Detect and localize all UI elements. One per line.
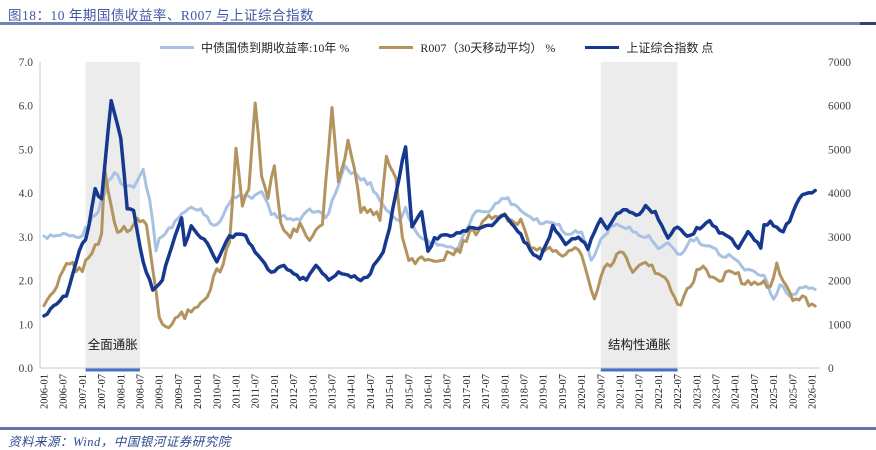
left-axis-label: 6.0 bbox=[19, 101, 34, 113]
x-tick-label: 2012-01 bbox=[270, 374, 281, 409]
x-tick-label: 2006-01 bbox=[40, 374, 51, 409]
x-tick-label: 2016-01 bbox=[424, 374, 435, 409]
x-tick-label: 2017-07 bbox=[481, 374, 492, 409]
right-axis-label: 0 bbox=[828, 363, 834, 375]
right-axis-label: 3000 bbox=[828, 232, 851, 244]
left-axis-label: 4.0 bbox=[19, 188, 34, 200]
x-tick-label: 2025-07 bbox=[788, 374, 799, 409]
x-tick-label: 2019-07 bbox=[558, 374, 569, 409]
series-line-2 bbox=[42, 98, 817, 318]
x-tick-label: 2025-01 bbox=[769, 374, 780, 409]
region-label-1: 结构性通胀 bbox=[608, 337, 671, 352]
left-axis-label: 0.0 bbox=[19, 363, 34, 375]
x-tick-label: 2011-01 bbox=[232, 374, 243, 409]
legend-item-r007: R007（30天移动平均） % bbox=[379, 39, 555, 56]
legend-label-10y-yield: 中债国债到期收益率:10年 % bbox=[201, 41, 350, 55]
series-line-1 bbox=[42, 101, 817, 330]
right-axis-label: 2000 bbox=[828, 276, 851, 288]
x-tick-label: 2018-07 bbox=[520, 374, 531, 409]
left-axis-label: 3.0 bbox=[19, 232, 34, 244]
right-axis-label: 5000 bbox=[828, 144, 851, 156]
x-tick-label: 2024-01 bbox=[731, 374, 742, 409]
right-axis-label: 7000 bbox=[828, 57, 851, 69]
legend-line-swatch-r007 bbox=[379, 46, 414, 49]
x-tick-label: 2021-07 bbox=[635, 374, 646, 409]
x-tick-label: 2014-01 bbox=[347, 374, 358, 409]
x-tick-label: 2008-07 bbox=[136, 374, 147, 409]
chart-legend: 中债国债到期收益率:10年 % R007（30天移动平均） % 上证综合指数 点 bbox=[160, 39, 713, 56]
x-tick-label: 2024-07 bbox=[750, 374, 761, 409]
figure-title: 图18：10 年期国债收益率、R007 与上证综合指数 bbox=[8, 8, 315, 23]
x-tick-label: 2020-07 bbox=[596, 374, 607, 409]
left-axis-label: 5.0 bbox=[19, 144, 34, 156]
x-tick-label: 2008-01 bbox=[116, 374, 127, 409]
left-axis-label: 2.0 bbox=[19, 276, 34, 288]
x-tick-label: 2016-07 bbox=[443, 374, 454, 409]
title-divider bbox=[0, 22, 876, 25]
left-axis-label: 7.0 bbox=[19, 57, 34, 69]
region-label-0: 全面通胀 bbox=[88, 337, 139, 352]
x-tick-label: 2013-07 bbox=[328, 374, 339, 409]
x-tick-label: 2023-01 bbox=[692, 374, 703, 409]
title-divider-end-cap bbox=[860, 22, 876, 25]
x-tick-label: 2015-01 bbox=[385, 374, 396, 409]
x-tick-label: 2022-07 bbox=[673, 374, 684, 409]
x-tick-label: 2017-01 bbox=[462, 374, 473, 409]
x-tick-label: 2010-07 bbox=[212, 374, 223, 409]
x-tick-label: 2012-07 bbox=[289, 374, 300, 409]
x-tick-label: 2009-01 bbox=[155, 374, 166, 409]
x-tick-label: 2007-07 bbox=[97, 374, 108, 409]
footer-divider bbox=[0, 427, 876, 430]
right-axis-label: 4000 bbox=[828, 188, 851, 200]
x-tick-label: 2009-07 bbox=[174, 374, 185, 409]
x-tick-label: 2006-07 bbox=[59, 374, 70, 409]
left-axis-label: 1.0 bbox=[19, 319, 34, 331]
x-tick-label: 2023-07 bbox=[712, 374, 723, 409]
x-tick-label: 2007-01 bbox=[78, 374, 89, 409]
x-tick-label: 2026-01 bbox=[808, 374, 819, 409]
region-underline-1 bbox=[600, 368, 678, 372]
right-axis-label: 1000 bbox=[828, 319, 851, 331]
x-tick-label: 2011-07 bbox=[251, 374, 262, 409]
x-tick-label: 2021-01 bbox=[616, 374, 627, 409]
legend-line-swatch-sse-index bbox=[585, 46, 620, 49]
x-tick-label: 2022-01 bbox=[654, 374, 665, 409]
region-underline-0 bbox=[85, 368, 140, 372]
right-axis-label: 6000 bbox=[828, 101, 851, 113]
legend-line-swatch-10y-yield bbox=[160, 46, 194, 49]
legend-label-sse-index: 上证综合指数 点 bbox=[626, 41, 714, 55]
legend-item-10y-yield: 中债国债到期收益率:10年 % bbox=[160, 39, 349, 56]
x-tick-label: 2019-01 bbox=[539, 374, 550, 409]
legend-label-r007: R007（30天移动平均） % bbox=[420, 41, 556, 55]
x-tick-label: 2018-01 bbox=[500, 374, 511, 409]
source-note: 资料来源：Wind，中国银河证券研究院 bbox=[8, 435, 231, 449]
series-line-0 bbox=[42, 164, 817, 301]
legend-item-sse-index: 上证综合指数 点 bbox=[585, 39, 713, 56]
x-tick-label: 2014-07 bbox=[366, 374, 377, 409]
x-tick-label: 2010-01 bbox=[193, 374, 204, 409]
x-tick-label: 2015-07 bbox=[404, 374, 415, 409]
x-tick-label: 2013-01 bbox=[308, 374, 319, 409]
x-tick-label: 2020-01 bbox=[577, 374, 588, 409]
